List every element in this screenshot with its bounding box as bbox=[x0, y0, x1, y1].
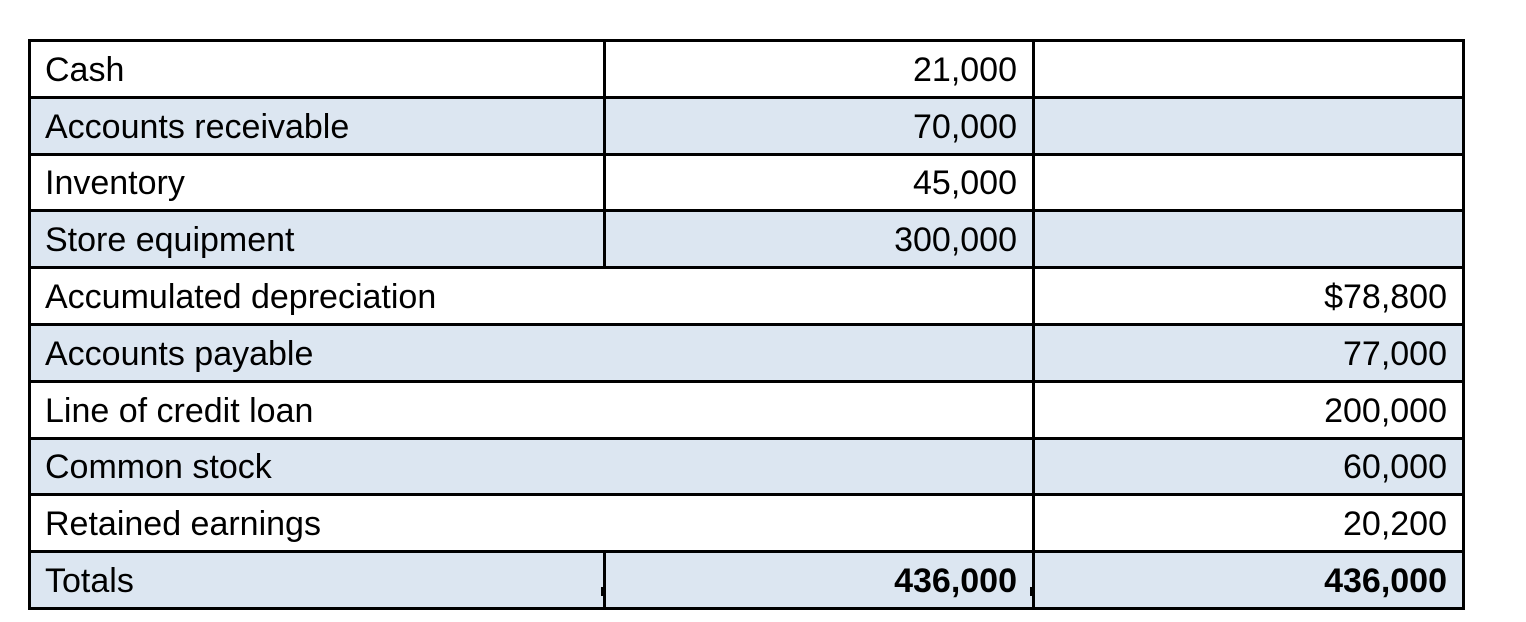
cell-account-name[interactable]: Retained earnings bbox=[28, 493, 1035, 554]
spreadsheet-region: Cash 21,000 Accounts receivable 70,000 I… bbox=[28, 39, 1465, 610]
table-row: Retained earnings 20,200 bbox=[28, 493, 1465, 554]
cell-account-name[interactable]: Line of credit loan bbox=[28, 379, 1035, 440]
cell-credit-amount[interactable] bbox=[1032, 209, 1465, 270]
cell-debit-amount[interactable]: 70,000 bbox=[603, 95, 1035, 156]
table-row: Accumulated depreciation $78,800 bbox=[28, 266, 1465, 326]
column-border-stub bbox=[601, 587, 604, 596]
cell-account-name[interactable]: Accounts payable bbox=[28, 322, 1035, 383]
table-row: Common stock 60,000 bbox=[28, 436, 1465, 497]
cell-credit-amount[interactable]: 60,000 bbox=[1032, 436, 1465, 497]
table-row: Inventory 45,000 bbox=[28, 152, 1465, 213]
cell-credit-amount[interactable]: 77,000 bbox=[1032, 322, 1465, 383]
cell-credit-amount[interactable]: $78,800 bbox=[1032, 266, 1465, 326]
table-row: Cash 21,000 bbox=[28, 39, 1465, 99]
table-row: Accounts payable 77,000 bbox=[28, 322, 1465, 383]
cell-debit-amount[interactable]: 45,000 bbox=[603, 152, 1035, 213]
cell-account-name[interactable]: Cash bbox=[28, 39, 606, 99]
cell-debit-amount[interactable]: 21,000 bbox=[603, 39, 1035, 99]
totals-row: Totals 436,000 436,000 bbox=[28, 550, 1465, 610]
cell-credit-amount[interactable]: 200,000 bbox=[1032, 379, 1465, 440]
cell-debit-amount[interactable]: 300,000 bbox=[603, 209, 1035, 270]
cell-credit-total[interactable]: 436,000 bbox=[1032, 550, 1465, 610]
cell-account-name[interactable]: Inventory bbox=[28, 152, 606, 213]
cell-account-name[interactable]: Common stock bbox=[28, 436, 1035, 497]
table-row: Accounts receivable 70,000 bbox=[28, 95, 1465, 156]
cell-account-name[interactable]: Store equipment bbox=[28, 209, 606, 270]
table-row: Store equipment 300,000 bbox=[28, 209, 1465, 270]
cell-account-name[interactable]: Accumulated depreciation bbox=[28, 266, 1035, 326]
cell-account-name[interactable]: Totals bbox=[28, 550, 606, 610]
table-row: Line of credit loan 200,000 bbox=[28, 379, 1465, 440]
cell-credit-amount[interactable] bbox=[1032, 95, 1465, 156]
cell-debit-total[interactable]: 436,000 bbox=[603, 550, 1035, 610]
column-border-stub bbox=[1030, 587, 1033, 596]
trial-balance-table: Cash 21,000 Accounts receivable 70,000 I… bbox=[28, 39, 1465, 610]
cell-credit-amount[interactable] bbox=[1032, 152, 1465, 213]
cell-account-name[interactable]: Accounts receivable bbox=[28, 95, 606, 156]
cell-credit-amount[interactable] bbox=[1032, 39, 1465, 99]
cell-credit-amount[interactable]: 20,200 bbox=[1032, 493, 1465, 554]
